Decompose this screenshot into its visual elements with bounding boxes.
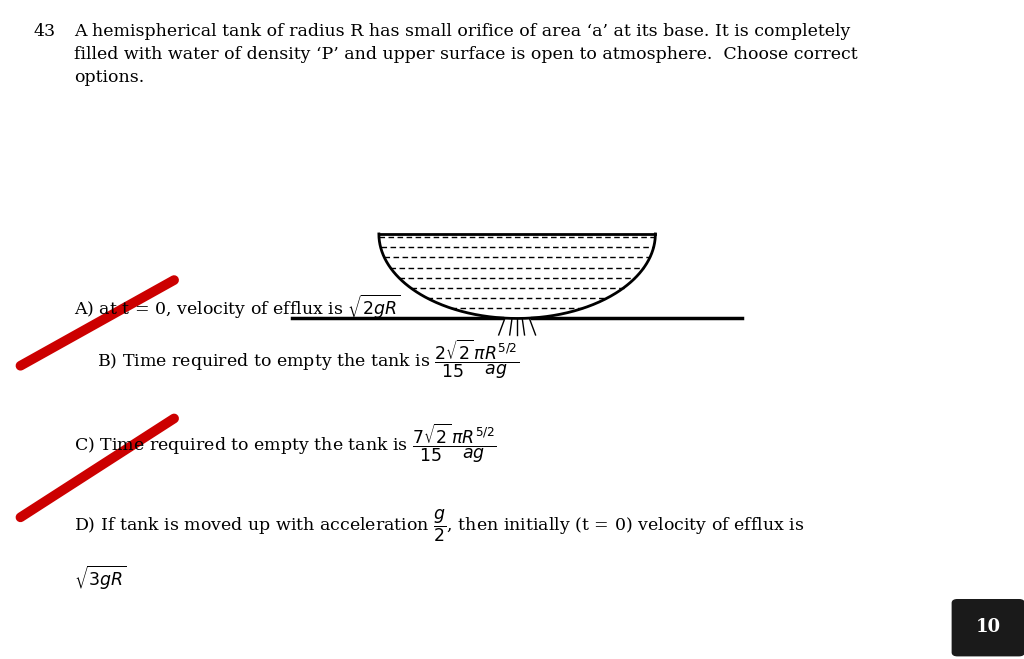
Text: A) at t = 0, velocity of efflux is $\sqrt{2gR}$: A) at t = 0, velocity of efflux is $\sqr… [74,293,400,322]
Text: $\sqrt{3gR}$: $\sqrt{3gR}$ [74,563,127,592]
Text: filled with water of density ‘P’ and upper surface is open to atmosphere.  Choos: filled with water of density ‘P’ and upp… [74,46,857,63]
Text: options.: options. [74,69,144,86]
Text: B) Time required to empty the tank is $\dfrac{2\sqrt{2}}{15}\dfrac{\pi R^{5/2}}{: B) Time required to empty the tank is $\… [97,337,519,381]
Text: D) If tank is moved up with acceleration $\dfrac{g}{2}$, then initially (t = 0) : D) If tank is moved up with acceleration… [74,507,804,544]
FancyBboxPatch shape [952,600,1024,656]
Text: 10: 10 [976,618,1000,637]
Text: C) Time required to empty the tank is $\dfrac{7\sqrt{2}}{15}\dfrac{\pi R^{5/2}}{: C) Time required to empty the tank is $\… [74,422,497,465]
Text: 43: 43 [34,23,56,40]
Text: A hemispherical tank of radius R has small orifice of area ‘a’ at its base. It i: A hemispherical tank of radius R has sma… [74,23,850,40]
